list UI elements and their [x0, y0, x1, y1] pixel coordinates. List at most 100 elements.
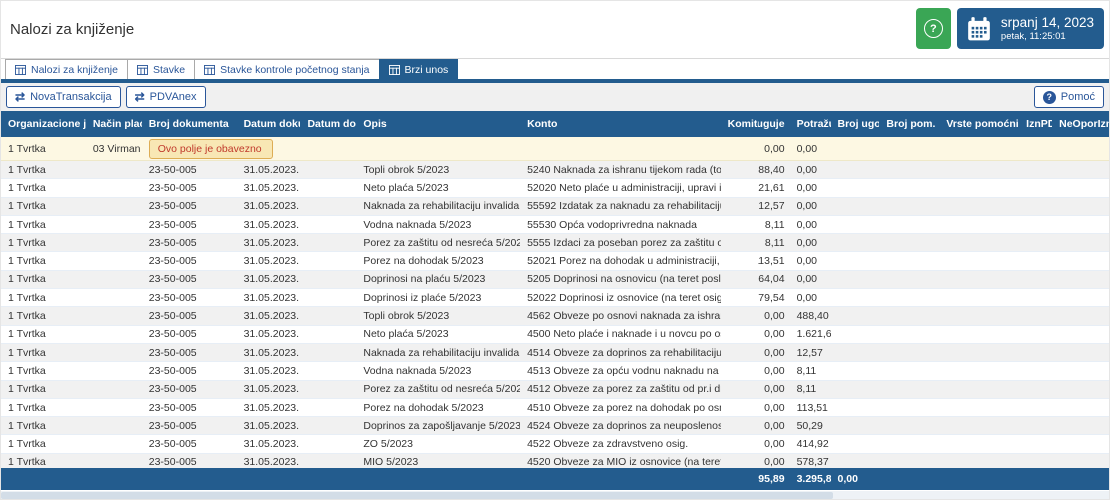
cell-broj: 23-50-005: [148, 364, 197, 377]
table-row[interactable]: 1 Tvrtka 23-50-005 31.05.2023. Doprinosi iz…: [1, 289, 1109, 308]
cell-izn_pdv: [1019, 271, 1052, 288]
cell-ne_opor: [1052, 252, 1109, 269]
table-row[interactable]: 1 Tvrtka 23-50-005 31.05.2023. Neto plaća 5…: [1, 179, 1109, 198]
cell-datum_dosp: [300, 289, 356, 306]
cell-datum_dosp: [300, 179, 356, 196]
column-header[interactable]: Organizacione jedinice: [8, 118, 86, 130]
table-row[interactable]: 1 Tvrtka 23-50-005 31.05.2023. Porez za zaš…: [1, 380, 1109, 399]
cell-pom_knjiga: [879, 137, 939, 160]
column-header[interactable]: Datum dospijeća: [307, 118, 356, 130]
cell-org: 1 Tvrtka: [8, 438, 46, 451]
cell-pom_knjiga: [879, 344, 939, 361]
page-header: Nalozi za knjiženje ? srpanj: [1, 1, 1109, 59]
refresh-icon: ⇄: [134, 90, 145, 104]
cell-komitent: [721, 161, 758, 178]
tab-brzi-unos[interactable]: Brzi unos: [378, 59, 459, 79]
cell-opis: [356, 137, 520, 160]
column-header[interactable]: Broj ugovora: [837, 118, 880, 130]
cell-datum_dosp: [300, 252, 356, 269]
table-row[interactable]: 1 Tvrtka 23-50-005 31.05.2023. Porez na doh…: [1, 398, 1109, 418]
table-row[interactable]: 1 Tvrtka 23-50-005 31.05.2023. Naknada za r…: [1, 197, 1109, 216]
help-button[interactable]: ?: [915, 8, 951, 49]
table-row[interactable]: 1 Tvrtka 23-50-005 31.05.2023. Naknada za r…: [1, 343, 1109, 363]
table-row[interactable]: 1 Tvrtka 03 Virman Ovo polje je obavezno 0,…: [1, 137, 1109, 161]
column-header[interactable]: Potražuje: [796, 118, 831, 130]
cell-pom_knjiga: [879, 234, 939, 251]
horizontal-scrollbar[interactable]: [1, 490, 1109, 499]
cell-pom_knjiga: [879, 252, 939, 269]
cell-ugovora: [831, 271, 880, 288]
cell-komitent: [721, 326, 758, 343]
column-header[interactable]: Konto: [527, 118, 558, 130]
column-header[interactable]: Duguje: [757, 118, 785, 130]
table-row[interactable]: 1 Tvrtka 23-50-005 31.05.2023. Porez za zaš…: [1, 234, 1109, 253]
cell-datum_dok: 31.05.2023.: [243, 291, 300, 304]
cell-izn_pdv: [1019, 179, 1052, 196]
cell-ugovora: [831, 344, 880, 361]
table-row[interactable]: 1 Tvrtka 23-50-005 31.05.2023. Doprinosi na…: [1, 270, 1109, 290]
cell-ne_opor: [1052, 326, 1109, 343]
cell-vrste: [939, 234, 1019, 251]
table-row[interactable]: 1 Tvrtka 23-50-005 31.05.2023. MIO 5/2023 45…: [1, 453, 1109, 468]
cell-konto: 4513 Obveze za opću vodnu naknadu na net…: [527, 364, 721, 377]
cell-nacin: [86, 289, 142, 306]
table-row[interactable]: 1 Tvrtka 23-50-005 31.05.2023. Vodna naknad…: [1, 215, 1109, 235]
table-row[interactable]: 1 Tvrtka 23-50-005 31.05.2023. Vodna naknad…: [1, 362, 1109, 381]
new-transaction-button[interactable]: ⇄ NovaTransakcija: [6, 86, 121, 108]
help-toolbar-button[interactable]: ? Pomoć: [1033, 86, 1104, 108]
tab-stavke[interactable]: Stavke: [126, 59, 196, 79]
cell-nacin: [86, 381, 142, 398]
cell-ugovora: [831, 161, 880, 178]
table-row[interactable]: 1 Tvrtka 23-50-005 31.05.2023. ZO 5/2023 452…: [1, 435, 1109, 454]
cell-potrazuje: 12,57: [796, 346, 823, 359]
cell-broj: 23-50-005: [148, 291, 197, 304]
cell-potrazuje: 0,00: [796, 236, 817, 249]
cell-potrazuje: 8,11: [796, 383, 817, 396]
column-header[interactable]: Broj pom. knjige: [886, 118, 939, 130]
pdv-anex-button[interactable]: ⇄ PDVAnex: [125, 86, 206, 108]
cell-konto: 4522 Obveze za zdravstveno osig.: [527, 438, 689, 451]
cell-komitent: [721, 417, 758, 434]
cell-pom_knjiga: [879, 417, 939, 434]
cell-izn_pdv: [1019, 307, 1052, 324]
table-row[interactable]: 1 Tvrtka 23-50-005 31.05.2023. Topli obrok …: [1, 307, 1109, 326]
tab-nalozi-za-knjizenje[interactable]: Nalozi za knjiženje: [5, 59, 128, 79]
cell-datum_dok: 31.05.2023.: [243, 364, 300, 377]
column-header[interactable]: IznPDV: [1026, 118, 1052, 130]
cell-datum_dok: 31.05.2023.: [243, 163, 300, 176]
column-header[interactable]: Broj dokumenta: [148, 118, 229, 130]
cell-komitent: [721, 307, 758, 324]
cell-opis: Porez za zaštitu od nesreća 5/2023: [363, 383, 521, 396]
total-duguje: 3.295,89: [758, 473, 785, 485]
table-row[interactable]: 1 Tvrtka 23-50-005 31.05.2023. Porez na doh…: [1, 252, 1109, 271]
cell-org: 1 Tvrtka: [8, 163, 46, 176]
scrollbar-thumb[interactable]: [1, 492, 833, 499]
cell-komitent: [721, 381, 758, 398]
table-row[interactable]: 1 Tvrtka 23-50-005 31.05.2023. Neto plaća 5…: [1, 325, 1109, 344]
cell-org: 1 Tvrtka: [8, 200, 46, 213]
table-row[interactable]: 1 Tvrtka 23-50-005 31.05.2023. Doprinos za …: [1, 417, 1109, 436]
column-header[interactable]: Način plaćanja: [92, 118, 142, 130]
cell-pom_knjiga: [879, 381, 939, 398]
cell-broj: 23-50-005: [148, 163, 197, 176]
column-header[interactable]: NeOporIznos: [1059, 118, 1109, 130]
column-header[interactable]: Opis: [363, 118, 387, 130]
table-totals-row: 3.295,89 3.295,89 0,00: [1, 468, 1109, 490]
cell-ne_opor: [1052, 381, 1109, 398]
tab-stavke-kontrole-pocetnog-stanja[interactable]: Stavke kontrole početnog stanja: [194, 59, 380, 79]
cell-duguje: 0,00: [764, 364, 785, 377]
cell-ne_opor: [1052, 161, 1109, 178]
cell-vrste: [939, 399, 1019, 416]
cell-opis: Doprinos za zapošljavanje 5/2023: [363, 419, 521, 432]
table-row[interactable]: 1 Tvrtka 23-50-005 31.05.2023. Topli obrok …: [1, 161, 1109, 180]
column-header[interactable]: Datum dokumenta: [243, 118, 301, 130]
cell-ne_opor: [1052, 344, 1109, 361]
cell-datum_dok: 31.05.2023.: [243, 255, 300, 268]
cell-opis: Porez za zaštitu od nesreća 5/2023: [363, 236, 521, 249]
date-widget[interactable]: srpanj 14, 2023 petak, 11:25:01: [956, 8, 1104, 49]
cell-datum_dok: 31.05.2023.: [243, 456, 300, 468]
grid-icon: [15, 64, 26, 75]
cell-konto: 55530 Opća vodoprivredna naknada: [527, 218, 697, 231]
column-header[interactable]: Komitent: [727, 118, 758, 130]
column-header[interactable]: Vrste pomoćnih knjiga: [946, 118, 1019, 130]
